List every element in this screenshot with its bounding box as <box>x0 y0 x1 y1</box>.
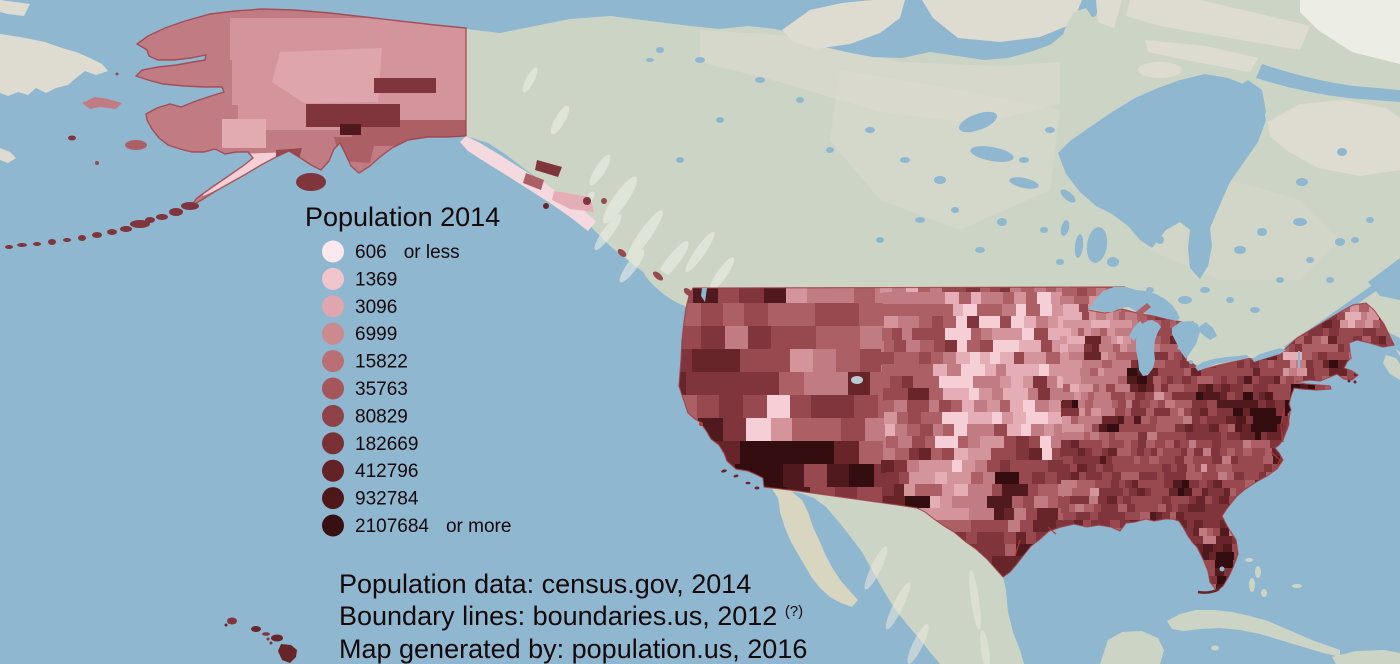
svg-text:412796: 412796 <box>355 461 418 482</box>
svg-text:80829: 80829 <box>355 406 408 427</box>
svg-text:1369: 1369 <box>355 269 397 290</box>
svg-text:182669: 182669 <box>355 434 418 455</box>
svg-text:Population 2014: Population 2014 <box>305 202 500 232</box>
svg-text:15822: 15822 <box>355 352 408 373</box>
svg-text:35763: 35763 <box>355 379 408 400</box>
svg-text:Boundary lines: boundaries.us,: Boundary lines: boundaries.us, 2012 (?) <box>339 601 803 631</box>
svg-text:6999: 6999 <box>355 324 397 345</box>
svg-text:932784: 932784 <box>355 489 419 510</box>
svg-text:Population data: census.gov, 2: Population data: census.gov, 2014 <box>339 569 751 599</box>
svg-text:Map generated by: population.u: Map generated by: population.us, 2016 <box>339 634 807 664</box>
svg-text:3096: 3096 <box>355 297 397 318</box>
